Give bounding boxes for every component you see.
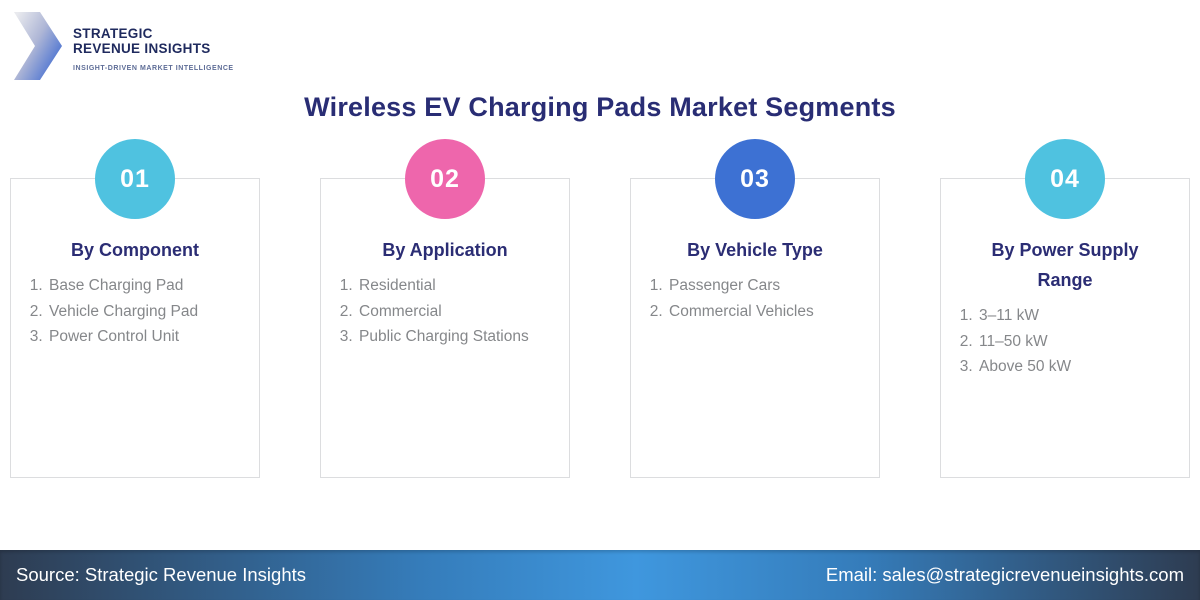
- list-item: Commercial Vehicles: [667, 299, 879, 325]
- segment-cards-row: 01 By Component Base Charging Pad Vehicl…: [10, 139, 1190, 478]
- card-title: By Vehicle Type: [687, 240, 823, 260]
- list-item: 3–11 kW: [977, 303, 1189, 329]
- list-item: Public Charging Stations: [357, 324, 569, 350]
- card-title: By Component: [71, 240, 199, 260]
- list-item: 11–50 kW: [977, 329, 1189, 355]
- footer-email-text: Email: sales@strategicrevenueinsights.co…: [825, 564, 1184, 585]
- card-title: By Power Supply Range: [991, 240, 1139, 290]
- footer-source-text: Source: Strategic Revenue Insights: [16, 564, 306, 585]
- step-number-badge: 01: [95, 139, 175, 219]
- card-item-list: Residential Commercial Public Charging S…: [321, 273, 569, 350]
- segment-card-component: 01 By Component Base Charging Pad Vehicl…: [10, 139, 260, 478]
- step-number-badge: 04: [1025, 139, 1105, 219]
- chevron-arrow-icon: [14, 12, 62, 80]
- brand-name-line1: STRATEGIC: [73, 26, 153, 41]
- segment-card-power-supply: 04 By Power Supply Range 3–11 kW 11–50 k…: [940, 139, 1190, 478]
- list-item: Residential: [357, 273, 569, 299]
- list-item: Passenger Cars: [667, 273, 879, 299]
- card-item-list: 3–11 kW 11–50 kW Above 50 kW: [941, 303, 1189, 380]
- step-number-badge: 03: [715, 139, 795, 219]
- list-item: Vehicle Charging Pad: [47, 299, 259, 325]
- brand-logo: STRATEGIC REVENUE INSIGHTS INSIGHT-DRIVE…: [14, 12, 234, 80]
- card-item-list: Passenger Cars Commercial Vehicles: [631, 273, 879, 324]
- card-item-list: Base Charging Pad Vehicle Charging Pad P…: [11, 273, 259, 350]
- brand-text: STRATEGIC REVENUE INSIGHTS INSIGHT-DRIVE…: [73, 12, 234, 72]
- card-title: By Application: [382, 240, 508, 260]
- list-item: Commercial: [357, 299, 569, 325]
- segment-card-application: 02 By Application Residential Commercial…: [320, 139, 570, 478]
- footer-bar: Source: Strategic Revenue Insights Email…: [0, 550, 1200, 600]
- list-item: Power Control Unit: [47, 324, 259, 350]
- brand-tagline: INSIGHT-DRIVEN MARKET INTELLIGENCE: [73, 65, 234, 72]
- brand-name-line2: REVENUE INSIGHTS: [73, 41, 211, 56]
- page-title: Wireless EV Charging Pads Market Segment…: [304, 92, 896, 122]
- segment-card-vehicle-type: 03 By Vehicle Type Passenger Cars Commer…: [630, 139, 880, 478]
- list-item: Base Charging Pad: [47, 273, 259, 299]
- list-item: Above 50 kW: [977, 354, 1189, 380]
- step-number-badge: 02: [405, 139, 485, 219]
